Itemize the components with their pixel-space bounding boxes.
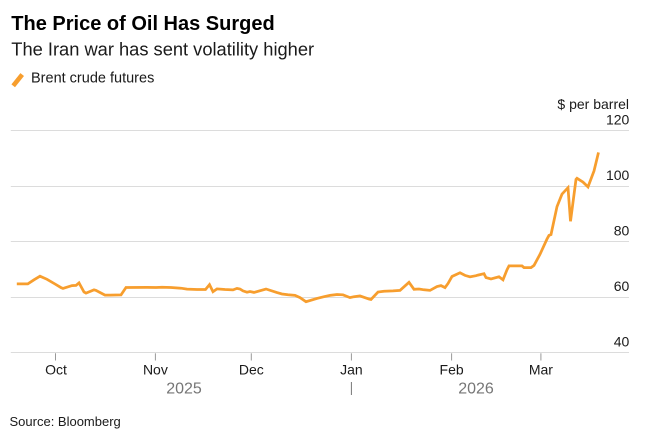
svg-text:80: 80 (614, 222, 630, 238)
svg-text:2025: 2025 (166, 380, 202, 397)
svg-text:120: 120 (606, 111, 630, 127)
svg-text:The Iran war has sent volatili: The Iran war has sent volatility higher (11, 39, 314, 60)
svg-text:60: 60 (614, 278, 630, 294)
svg-text:Brent crude futures: Brent crude futures (31, 70, 154, 86)
svg-text:2026: 2026 (458, 380, 494, 397)
svg-text:Feb: Feb (440, 361, 464, 377)
svg-text:$ per barrel: $ per barrel (557, 96, 629, 112)
svg-text:Oct: Oct (45, 361, 67, 377)
svg-text:Nov: Nov (143, 361, 168, 377)
svg-text:100: 100 (606, 167, 630, 183)
svg-text:Source: Bloomberg: Source: Bloomberg (10, 414, 121, 429)
svg-text:40: 40 (614, 333, 630, 349)
svg-text:The Price of Oil Has Surged: The Price of Oil Has Surged (11, 13, 274, 35)
svg-text:Jan: Jan (340, 361, 363, 377)
svg-text:Dec: Dec (239, 361, 264, 377)
svg-text:Mar: Mar (529, 361, 553, 377)
